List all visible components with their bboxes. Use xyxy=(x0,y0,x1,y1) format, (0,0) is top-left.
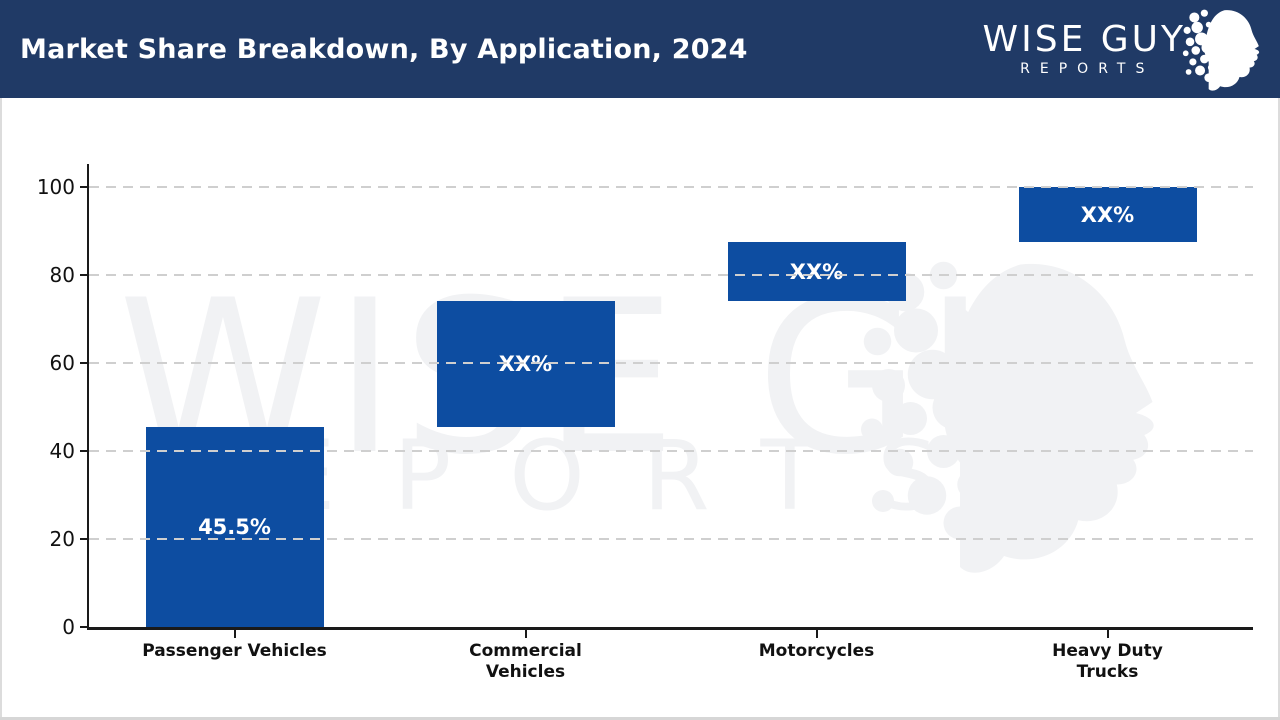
brand-logo-text: WISE GUY REPORTS xyxy=(982,18,1187,77)
bar-value-label: XX% xyxy=(1080,202,1135,227)
y-tick-mark-40 xyxy=(80,450,87,452)
gridline-20 xyxy=(89,538,1253,540)
page-border-bottom xyxy=(0,717,1280,720)
gridline-40 xyxy=(89,450,1253,452)
y-axis-spine xyxy=(87,164,89,630)
bar-segment-2: XX% xyxy=(727,242,906,302)
header-bar: Market Share Breakdown, By Application, … xyxy=(0,0,1280,98)
y-tick-label-0: 0 xyxy=(62,615,75,639)
bar-segment-1: XX% xyxy=(436,301,615,427)
category-label-3: Heavy Duty Trucks xyxy=(1052,641,1163,683)
category-label-2: Motorcycles xyxy=(758,641,875,661)
brand-logo: WISE GUY REPORTS xyxy=(983,0,1267,98)
page-border-right xyxy=(1278,98,1280,720)
y-tick-mark-0 xyxy=(80,626,87,628)
y-tick-label-100: 100 xyxy=(36,175,75,199)
x-tick-mark-1 xyxy=(524,630,527,638)
gridline-60 xyxy=(89,362,1253,364)
y-tick-label-20: 20 xyxy=(49,527,75,551)
x-tick-mark-2 xyxy=(815,630,818,638)
bar-value-label: 45.5% xyxy=(198,514,271,539)
x-axis-spine xyxy=(87,627,1253,630)
y-tick-mark-80 xyxy=(80,274,87,276)
y-tick-mark-60 xyxy=(80,362,87,364)
bar-value-label: XX% xyxy=(498,352,553,377)
page-border-left xyxy=(0,98,2,720)
category-label-0: Passenger Vehicles xyxy=(142,641,327,661)
bar-segment-3: XX% xyxy=(1018,187,1197,242)
brand-name: WISE GUY xyxy=(982,18,1186,60)
gridline-80 xyxy=(89,274,1253,276)
y-tick-label-80: 80 xyxy=(49,263,75,287)
brand-subtitle: REPORTS xyxy=(1020,60,1155,77)
bar-value-label: XX% xyxy=(789,259,844,284)
x-tick-mark-0 xyxy=(233,630,236,638)
gridline-100 xyxy=(89,186,1253,188)
page-title: Market Share Breakdown, By Application, … xyxy=(20,33,748,65)
y-tick-mark-20 xyxy=(80,538,87,540)
y-tick-mark-100 xyxy=(80,186,87,188)
y-tick-label-40: 40 xyxy=(49,439,75,463)
bar-segment-0: 45.5% xyxy=(145,426,324,627)
category-label-1: Commercial Vehicles xyxy=(469,641,582,683)
y-tick-label-60: 60 xyxy=(49,351,75,375)
x-tick-mark-3 xyxy=(1106,630,1109,638)
